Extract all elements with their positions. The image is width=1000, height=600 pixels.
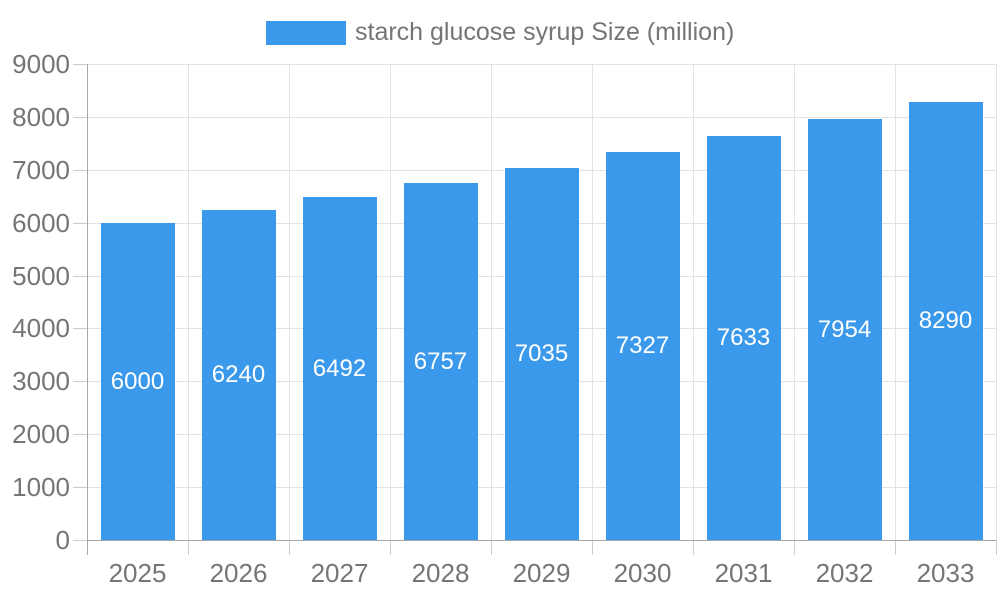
legend-label: starch glucose syrup Size (million): [355, 18, 735, 46]
y-axis-tick: [73, 64, 87, 65]
y-axis-label: 5000: [12, 261, 70, 291]
gridline-horizontal: [87, 64, 996, 65]
y-axis-tick: [73, 117, 87, 118]
x-axis-label: 2026: [209, 558, 268, 588]
bar-value-label: 6000: [110, 368, 165, 395]
bar-2030[interactable]: [606, 152, 680, 540]
x-axis-label: 2030: [613, 558, 672, 588]
x-axis-tick: [289, 540, 290, 555]
gridline-vertical: [390, 64, 391, 540]
gridline-vertical: [491, 64, 492, 540]
x-axis-tick: [592, 540, 593, 555]
y-axis-label: 7000: [12, 155, 70, 185]
bar-value-label: 6240: [211, 361, 266, 388]
y-axis-tick: [73, 223, 87, 224]
y-axis-tick: [73, 434, 87, 435]
x-axis-tick: [390, 540, 391, 555]
x-axis-label: 2029: [512, 558, 571, 588]
bar-value-label: 7035: [514, 340, 569, 367]
y-axis-label: 9000: [12, 49, 70, 79]
gridline-vertical: [895, 64, 896, 540]
gridline-vertical: [188, 64, 189, 540]
x-axis-label: 2028: [411, 558, 470, 588]
bar-2029[interactable]: [505, 168, 579, 540]
x-axis-label: 2025: [108, 558, 167, 588]
y-axis-label: 4000: [12, 313, 70, 343]
y-axis-tick: [73, 170, 87, 171]
y-axis-tick: [73, 381, 87, 382]
bar-2033[interactable]: [909, 102, 983, 540]
bar-value-label: 7954: [817, 316, 872, 343]
y-axis-line: [87, 64, 88, 555]
y-axis-label: 2000: [12, 419, 70, 449]
y-axis-tick: [73, 328, 87, 329]
y-axis-tick: [73, 276, 87, 277]
bar-2026[interactable]: [202, 210, 276, 540]
y-axis-label: 3000: [12, 366, 70, 396]
bar-2031[interactable]: [707, 136, 781, 540]
x-axis-line: [87, 540, 997, 541]
bar-value-label: 8290: [918, 307, 973, 334]
y-axis-label: 0: [55, 525, 70, 555]
x-axis-tick: [895, 540, 896, 555]
gridline-vertical: [693, 64, 694, 540]
gridline-horizontal: [87, 117, 996, 118]
y-axis-tick: [73, 540, 87, 541]
bar-2027[interactable]: [303, 197, 377, 540]
y-axis-label: 6000: [12, 208, 70, 238]
gridline-vertical: [794, 64, 795, 540]
gridline-vertical: [289, 64, 290, 540]
bar-value-label: 7327: [615, 332, 670, 359]
x-axis-label: 2027: [310, 558, 369, 588]
x-axis-label: 2031: [714, 558, 773, 588]
y-axis-label: 1000: [12, 472, 70, 502]
y-axis-label: 8000: [12, 102, 70, 132]
legend-swatch: [266, 20, 346, 45]
legend[interactable]: starch glucose syrup Size (million): [266, 19, 734, 46]
x-axis-tick: [188, 540, 189, 555]
x-axis-tick: [491, 540, 492, 555]
gridline-vertical: [996, 64, 997, 540]
x-axis-label: 2033: [916, 558, 975, 588]
y-axis-tick: [73, 487, 87, 488]
x-axis-tick: [996, 540, 997, 555]
bar-2025[interactable]: [101, 223, 175, 540]
x-axis-label: 2032: [815, 558, 874, 588]
gridline-vertical: [592, 64, 593, 540]
bar-value-label: 7633: [716, 324, 771, 351]
x-axis-tick: [794, 540, 795, 555]
bar-value-label: 6757: [413, 348, 468, 375]
bar-value-label: 6492: [312, 355, 367, 382]
bar-2032[interactable]: [808, 119, 882, 540]
bar-2028[interactable]: [404, 183, 478, 540]
x-axis-tick: [693, 540, 694, 555]
